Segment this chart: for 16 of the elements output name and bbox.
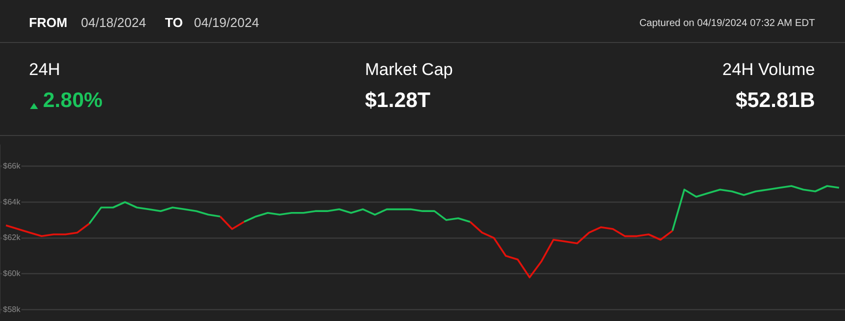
text: 04/19/2024 (194, 15, 260, 30)
text: TO (165, 15, 183, 30)
text: Captured on 04/19/2024 07:32 AM EDT (639, 18, 815, 29)
y-tick-label: $58k (3, 304, 22, 314)
y-tick-label: $60k (3, 268, 22, 278)
y-tick-label: $64k (3, 197, 22, 206)
text: $1.28T (365, 89, 430, 113)
y-tick-label: $66k (3, 162, 22, 170)
text: $52.81B (736, 89, 815, 113)
text: FROM (29, 15, 68, 30)
text: Market Cap (365, 60, 453, 80)
text: 24H (29, 60, 60, 80)
y-tick-label: $62k (3, 233, 22, 242)
text: 24H Volume (722, 60, 815, 80)
text: 2.80% (43, 89, 103, 113)
text: 04/18/2024 (81, 15, 146, 30)
